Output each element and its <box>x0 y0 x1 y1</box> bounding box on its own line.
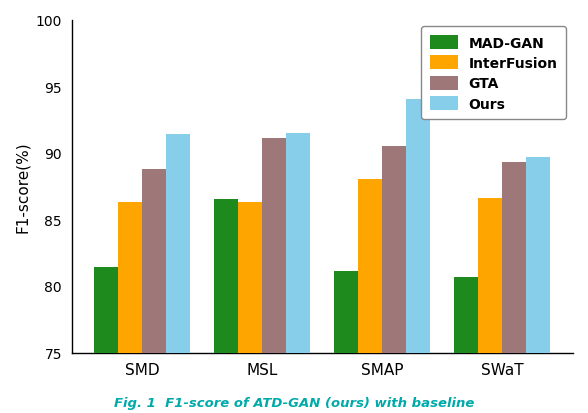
Y-axis label: F1-score(%): F1-score(%) <box>15 141 30 232</box>
Bar <box>286 133 310 413</box>
Bar <box>166 135 191 413</box>
Bar <box>526 157 550 413</box>
Bar <box>358 180 382 413</box>
Text: Fig. 1  F1-score of ATD-GAN (ours) with baseline: Fig. 1 F1-score of ATD-GAN (ours) with b… <box>114 396 474 409</box>
Bar <box>335 272 358 413</box>
Bar <box>238 202 262 413</box>
Bar <box>118 202 142 413</box>
Legend: MAD-GAN, InterFusion, GTA, Ours: MAD-GAN, InterFusion, GTA, Ours <box>422 27 566 120</box>
Bar <box>262 139 286 413</box>
Bar <box>455 277 478 413</box>
Bar <box>478 199 502 413</box>
Bar <box>142 169 166 413</box>
Bar <box>215 200 238 413</box>
Bar <box>95 268 118 413</box>
Bar <box>406 100 430 413</box>
Bar <box>502 163 526 413</box>
Bar <box>382 147 406 413</box>
